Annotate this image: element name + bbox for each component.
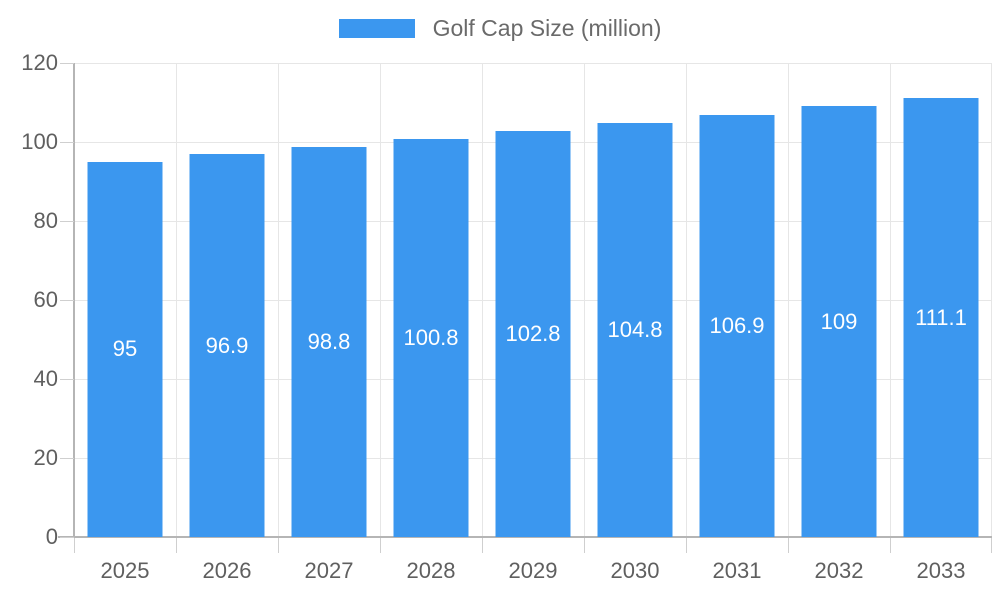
bar-cell-2027[interactable]: 98.8 xyxy=(278,63,380,537)
y-tick-mark-100 xyxy=(60,142,74,143)
gridline-x-6 xyxy=(686,63,687,537)
x-axis-line xyxy=(58,536,992,538)
bar-2026[interactable] xyxy=(189,154,265,537)
legend-item-golf-cap-size[interactable]: Golf Cap Size (million) xyxy=(338,14,662,41)
bar-series-golf-cap-size: 95 96.9 98.8 100.8 102.8 104.8 106.9 10 xyxy=(74,63,992,537)
y-tick-mark-60 xyxy=(60,300,74,301)
legend-label: Golf Cap Size (million) xyxy=(432,14,662,41)
x-tick-mark-4 xyxy=(482,538,483,553)
bar-2029[interactable] xyxy=(495,130,571,537)
y-tick-label-60: 60 xyxy=(33,287,58,312)
bar-2033[interactable] xyxy=(903,98,979,537)
bar-2025[interactable] xyxy=(87,161,163,537)
x-tick-label-2026: 2026 xyxy=(202,558,252,583)
bar-2031[interactable] xyxy=(699,114,775,537)
x-tick-mark-3 xyxy=(380,538,381,553)
x-tick-label-2027: 2027 xyxy=(304,558,354,583)
x-tick-label-2025: 2025 xyxy=(100,558,150,583)
x-tick-label-2028: 2028 xyxy=(406,558,456,583)
bar-value-2026: 96.9 xyxy=(205,332,249,358)
y-tick-mark-20 xyxy=(60,458,74,459)
bar-cell-2026[interactable]: 96.9 xyxy=(176,63,278,537)
y-tick-mark-120 xyxy=(60,63,74,64)
x-tick-mark-1 xyxy=(176,538,177,553)
bar-value-2029: 102.8 xyxy=(505,320,561,346)
x-tick-label-2033: 2033 xyxy=(916,558,966,583)
x-tick-mark-5 xyxy=(584,538,585,553)
bar-cell-2025[interactable]: 95 xyxy=(74,63,176,537)
chart-legend: Golf Cap Size (million) xyxy=(0,8,1000,48)
x-tick-mark-9 xyxy=(991,538,992,553)
y-tick-label-100: 100 xyxy=(21,129,58,154)
gridline-x-5 xyxy=(584,63,585,537)
bar-value-2031: 106.9 xyxy=(709,312,765,338)
y-tick-label-0: 0 xyxy=(45,524,58,549)
x-tick-mark-7 xyxy=(788,538,789,553)
x-tick-label-2030: 2030 xyxy=(610,558,660,583)
bar-value-2027: 98.8 xyxy=(307,328,351,354)
bar-cell-2033[interactable]: 111.1 xyxy=(890,63,992,537)
y-tick-label-80: 80 xyxy=(33,208,58,233)
bar-value-2028: 100.8 xyxy=(403,324,459,350)
y-tick-label-20: 20 xyxy=(33,445,58,470)
gridline-x-2 xyxy=(278,63,279,537)
legend-color-swatch-icon xyxy=(338,18,415,38)
x-tick-label-2029: 2029 xyxy=(508,558,558,583)
gridline-x-9 xyxy=(991,63,992,537)
bar-cell-2032[interactable]: 109 xyxy=(788,63,890,537)
bar-2028[interactable] xyxy=(393,138,469,537)
gridline-x-7 xyxy=(788,63,789,537)
bar-value-2033: 111.1 xyxy=(915,304,967,330)
bar-value-2030: 104.8 xyxy=(607,317,663,343)
bar-value-2032: 109 xyxy=(820,308,858,334)
gridline-y-120 xyxy=(74,63,992,64)
gridline-x-3 xyxy=(380,63,381,537)
gridline-x-4 xyxy=(482,63,483,537)
x-tick-label-2031: 2031 xyxy=(712,558,762,583)
x-tick-label-2032: 2032 xyxy=(814,558,864,583)
y-tick-mark-80 xyxy=(60,221,74,222)
bar-cell-2031[interactable]: 106.9 xyxy=(686,63,788,537)
bar-cell-2029[interactable]: 102.8 xyxy=(482,63,584,537)
y-tick-label-40: 40 xyxy=(33,366,58,391)
x-tick-mark-0 xyxy=(74,538,75,553)
x-tick-mark-2 xyxy=(278,538,279,553)
bar-2027[interactable] xyxy=(291,146,367,537)
y-tick-mark-40 xyxy=(60,379,74,380)
bar-cell-2028[interactable]: 100.8 xyxy=(380,63,482,537)
bar-2032[interactable] xyxy=(801,106,877,537)
y-axis-line xyxy=(73,63,75,538)
gridline-x-8 xyxy=(890,63,891,537)
x-tick-mark-6 xyxy=(686,538,687,553)
x-tick-mark-8 xyxy=(890,538,891,553)
y-tick-label-120: 120 xyxy=(21,50,58,75)
bar-2030[interactable] xyxy=(597,123,673,537)
gridline-x-1 xyxy=(176,63,177,537)
y-tick-mark-0 xyxy=(60,537,74,538)
bar-cell-2030[interactable]: 104.8 xyxy=(584,63,686,537)
bar-value-2025: 95 xyxy=(112,336,138,362)
